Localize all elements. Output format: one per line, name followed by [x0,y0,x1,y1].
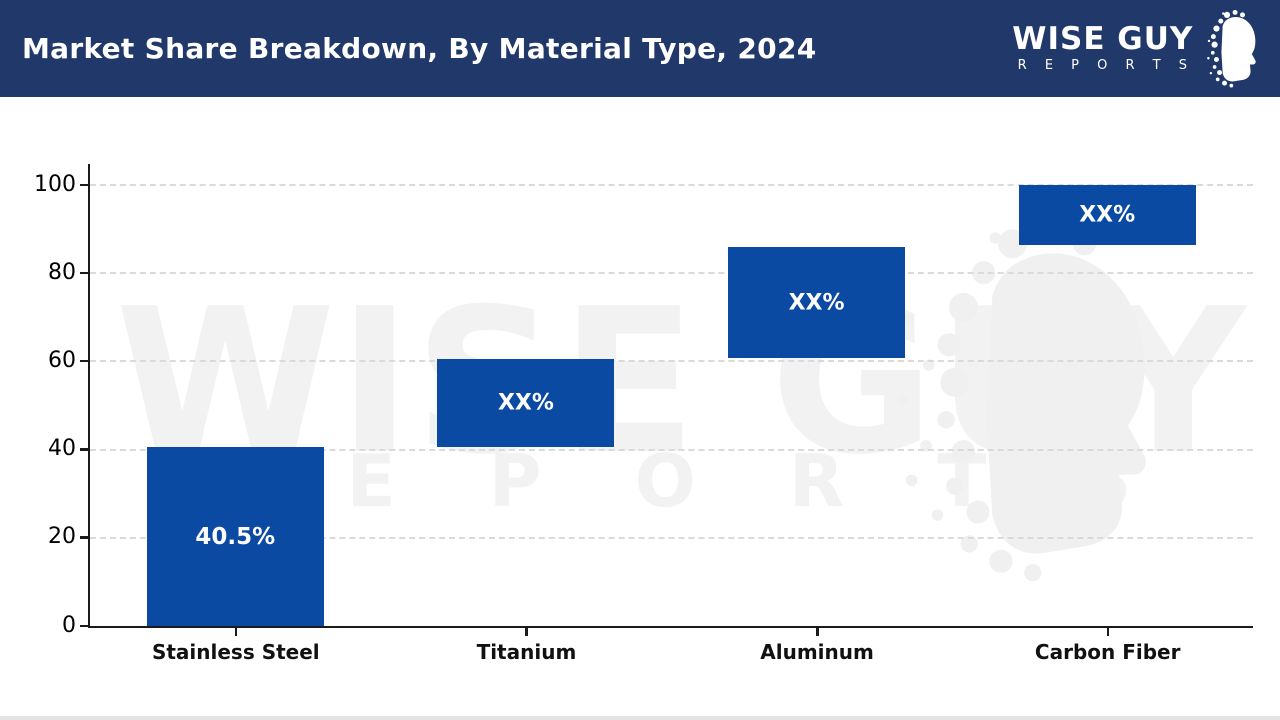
logo-main-text: WISE GUY [1012,21,1194,57]
x-axis-category-label: Carbon Fiber [1034,640,1181,664]
bar-carbon-fiber: XX% [1018,185,1196,245]
x-axis-category-label: Stainless Steel [151,640,320,664]
y-axis-tick-label: 60 [48,347,76,373]
gridline-y100 [90,184,1253,186]
gridline-y40 [90,448,1253,451]
y-axis-tick-label: 100 [34,171,76,197]
bar-value-label: XX% [497,390,554,416]
bar-value-label: XX% [1079,202,1136,228]
bar-value-label: XX% [788,290,845,316]
y-axis-tick-label: 80 [48,259,76,285]
bar-titanium: XX% [437,358,615,447]
bar-aluminum: XX% [728,246,906,359]
plot-area: 40.5% XX% XX% XX% [88,164,1253,628]
y-axis-tick-mark [80,359,88,363]
y-axis-tick-mark [80,183,88,186]
y-axis-tick-mark [80,271,88,275]
y-axis-tick-mark [80,536,88,539]
y-axis-tick-label: 40 [48,436,76,462]
x-axis-tick-mark [234,628,238,636]
gridline-y20 [90,536,1253,539]
gridline-y80 [90,272,1253,275]
x-axis-tick-mark [525,628,528,636]
header-bar: Market Share Breakdown, By Material Type… [0,0,1280,97]
gridline-y60 [90,360,1253,363]
page-title: Market Share Breakdown, By Material Type… [22,32,817,65]
y-axis-tick-label: 0 [62,612,76,638]
x-axis-category-label: Aluminum [760,640,874,664]
logo-wordmark: WISE GUY R E P O R T S [1012,21,1194,74]
bar-stainless-steel: 40.5% [146,447,324,626]
y-axis-tick-mark [80,624,88,627]
x-axis-category-label: Titanium [476,640,577,664]
logo-sub-text: R E P O R T S [1017,58,1194,73]
y-axis-tick-mark [80,448,88,451]
bar-value-label: 40.5% [195,523,276,550]
x-axis-tick-mark [816,628,819,636]
bottom-strip [0,716,1280,720]
wiseguy-logo: WISE GUY R E P O R T S [1012,7,1258,91]
y-axis-tick-label: 20 [48,524,76,550]
logo-head-icon [1207,9,1256,87]
x-axis-tick-mark [1106,628,1110,636]
